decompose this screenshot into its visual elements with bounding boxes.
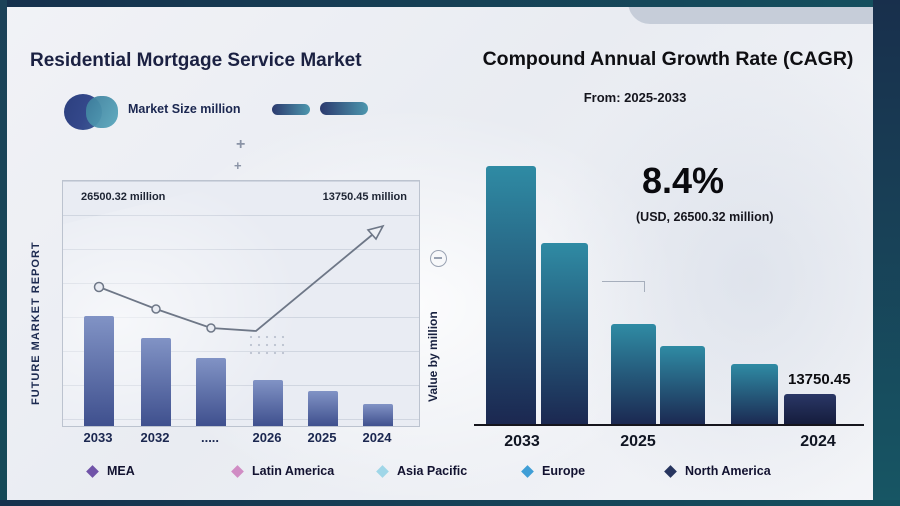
north-america-diamond-icon [664, 464, 677, 478]
bar-2025 [308, 391, 338, 426]
frame-bottom [0, 500, 900, 506]
cagr-bar-2025-primary [611, 324, 656, 426]
frame-right [873, 0, 900, 506]
x-label-dots: ..... [200, 430, 220, 445]
cagr-bar-2025-secondary [660, 346, 705, 426]
background-blob-right [540, 40, 900, 506]
legend-item-europe: Europe [521, 464, 586, 478]
x-label-2033: 2033 [83, 430, 113, 445]
decoration-plus-1: + [236, 136, 246, 153]
legend-item-asia-pacific: Asia Pacific [376, 464, 468, 478]
legend-item-mea: MEA [86, 464, 135, 478]
legend-label-mea: MEA [107, 464, 135, 478]
frame-top [0, 0, 900, 7]
latin-america-diamond-icon [231, 464, 244, 478]
trend-line-arrow [93, 224, 385, 333]
asia-pacific-diamond-icon [376, 464, 389, 478]
legend-label-north-america: North America [685, 464, 771, 478]
x-label-2024: 2024 [362, 430, 392, 445]
market-size-chart: 26500.32 million 13750.45 million [62, 180, 420, 427]
chart-end-value-label: 13750.45 million [322, 191, 407, 203]
cagr-bar-2024-secondary [784, 394, 836, 426]
legend-label-asia-pacific: Asia Pacific [397, 464, 468, 478]
mea-diamond-icon [86, 464, 99, 478]
market-size-icon-teal [86, 96, 118, 128]
market-size-legend-label: Market Size million [128, 102, 241, 116]
x-label-2026: 2026 [252, 430, 282, 445]
legend-pill-large [320, 102, 368, 115]
bar-value-annotation: 13750.45 [788, 371, 851, 388]
legend-item-north-america: North America [664, 464, 771, 478]
x-label-2032: 2032 [140, 430, 170, 445]
side-watermark-label: FUTURE MARKET REPORT [30, 241, 42, 405]
right-y-axis-label: Value by million [426, 311, 440, 403]
cagr-bar-2024-primary [731, 364, 778, 426]
market-size-icon [64, 92, 120, 132]
right-x-label-2025: 2025 [620, 433, 656, 450]
left-panel-title: Residential Mortgage Service Market [30, 50, 362, 71]
bar-2033 [84, 316, 114, 426]
europe-diamond-icon [521, 464, 534, 478]
right-x-label-2024: 2024 [800, 433, 836, 450]
right-panel-subtitle: From: 2025-2033 [583, 90, 687, 105]
bar-2032 [141, 338, 171, 426]
chart-max-value-label: 26500.32 million [81, 191, 166, 203]
right-panel-title: Compound Annual Growth Rate (CAGR) [482, 48, 854, 70]
decoration-plus-2: + [234, 158, 242, 173]
bar-2024 [363, 404, 393, 426]
right-x-label-2033: 2033 [504, 433, 540, 450]
decoration-circle [430, 250, 447, 267]
frame-left [0, 0, 7, 506]
bar-2026 [253, 380, 283, 426]
decoration-step-line [602, 281, 645, 292]
cagr-bar-2033-secondary [541, 243, 588, 426]
legend-item-latin-america: Latin America [231, 464, 335, 478]
cagr-value: 8.4% [642, 160, 725, 201]
legend-pill-small [272, 104, 310, 115]
bar-middle-years [196, 358, 226, 426]
right-chart-baseline [474, 424, 864, 426]
cagr-bar-2033-primary [486, 166, 536, 426]
legend-label-europe: Europe [542, 464, 586, 478]
decoration-circle-dash [434, 257, 442, 259]
x-label-2025: 2025 [307, 430, 337, 445]
legend-label-latin-america: Latin America [252, 464, 335, 478]
cagr-note: (USD, 26500.32 million) [636, 210, 774, 224]
decoration-dots [247, 333, 289, 359]
